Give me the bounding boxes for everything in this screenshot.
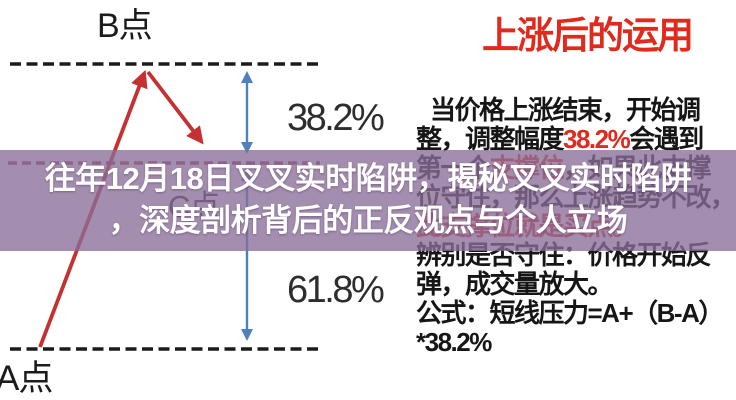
lesson-line: 整，调整幅度38.2%会遇到 (416, 124, 704, 154)
lesson-title: 上涨后的运用 (482, 15, 694, 56)
headline-banner: 往年12月18日叉叉实时陷阱，揭秘叉叉实时陷阱 ，深度剖析背后的正反观点与个人立… (0, 150, 736, 251)
headline-line-2: ，深度剖析背后的正反观点与个人立场 (108, 203, 628, 238)
lesson-line: 公式：短线压力=A+（B-A） (416, 298, 724, 328)
lesson-line: *38.2% (416, 327, 492, 357)
retrace-62-value: 61.8% (287, 269, 385, 311)
lesson-line: 当价格上涨结束，开始调 (430, 95, 701, 125)
point-a-label: A点 (0, 359, 53, 398)
point-b-label: B点 (97, 7, 153, 45)
pullback-trend-arrow (146, 70, 204, 145)
headline-line-1: 往年12月18日叉叉实时陷阱，揭秘叉叉实时陷阱 (44, 161, 692, 197)
lesson-line: 弹，成交量放大。 (416, 269, 614, 299)
retrace-38-value: 38.2% (287, 97, 385, 139)
